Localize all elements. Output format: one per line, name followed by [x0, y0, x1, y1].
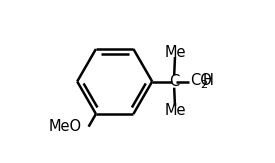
Text: CO: CO [190, 73, 211, 88]
Text: C: C [169, 74, 179, 89]
Text: H: H [203, 73, 214, 88]
Text: Me: Me [164, 45, 186, 60]
Text: 2: 2 [200, 80, 207, 90]
Text: Me: Me [164, 103, 186, 118]
Text: MeO: MeO [48, 119, 81, 134]
